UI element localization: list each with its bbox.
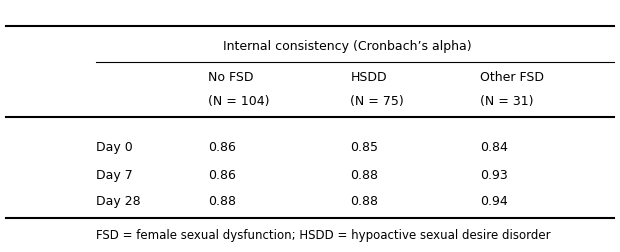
Text: 0.93: 0.93 [480,169,508,182]
Text: No FSD: No FSD [208,71,253,84]
Text: 0.88: 0.88 [208,195,236,208]
Text: Other FSD: Other FSD [480,71,544,84]
Text: 0.85: 0.85 [350,141,378,154]
Text: HSDD: HSDD [350,71,387,84]
Text: Day 28: Day 28 [96,195,141,208]
Text: (N = 31): (N = 31) [480,94,534,108]
Text: 0.94: 0.94 [480,195,508,208]
Text: 0.88: 0.88 [350,195,378,208]
Text: (N = 104): (N = 104) [208,94,269,108]
Text: (N = 75): (N = 75) [350,94,404,108]
Text: FSD = female sexual dysfunction; HSDD = hypoactive sexual desire disorder: FSD = female sexual dysfunction; HSDD = … [96,229,551,242]
Text: 0.88: 0.88 [350,169,378,182]
Text: 0.86: 0.86 [208,169,236,182]
Text: Internal consistency (Cronbach’s alpha): Internal consistency (Cronbach’s alpha) [223,40,472,53]
Text: 0.84: 0.84 [480,141,508,154]
Text: Day 0: Day 0 [96,141,133,154]
Text: Day 7: Day 7 [96,169,133,182]
Text: 0.86: 0.86 [208,141,236,154]
